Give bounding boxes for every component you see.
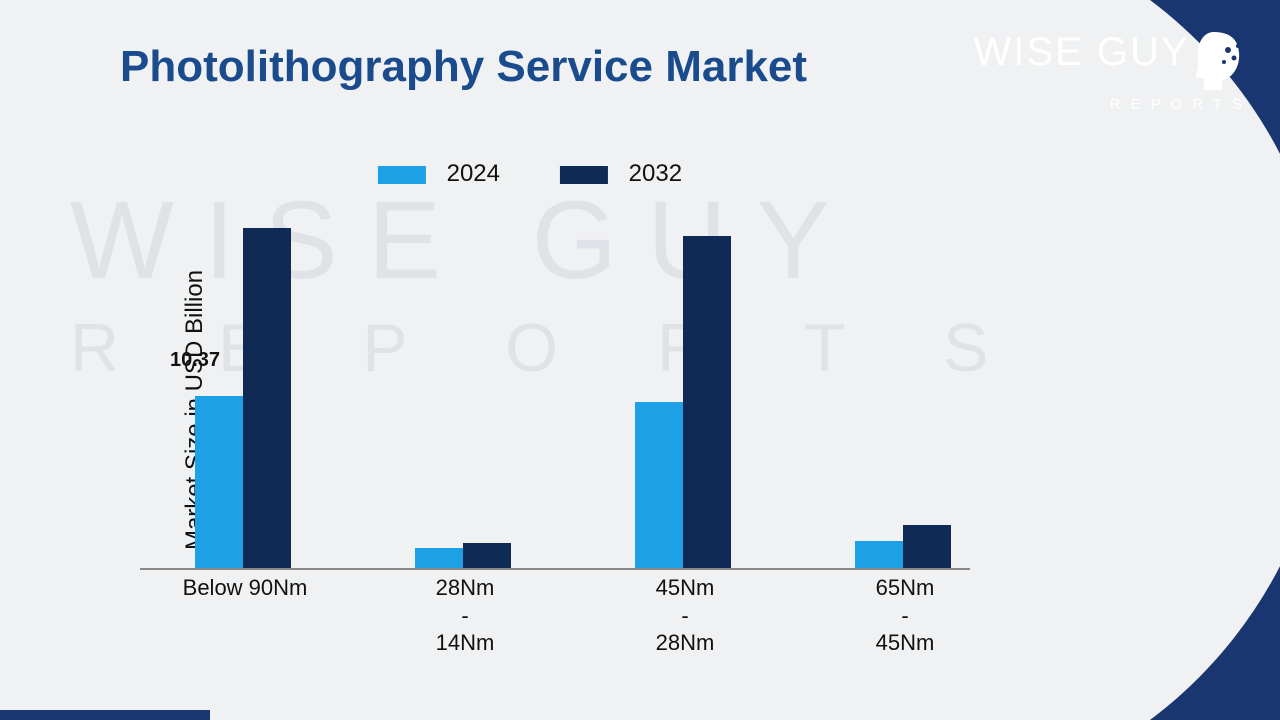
legend-swatch-icon <box>378 166 426 184</box>
category-label: 28Nm - 14Nm <box>385 568 545 657</box>
category-label: 65Nm - 45Nm <box>825 568 985 657</box>
legend: 2024 2032 <box>378 160 682 188</box>
brand-logo: WISE GUY REPORTS <box>974 28 1252 113</box>
plot-area: 10.37Below 90Nm 28Nm - 14Nm 45Nm - 28Nm 65N… <box>140 205 970 570</box>
bar-series-b <box>683 236 731 568</box>
category-label: Below 90Nm <box>165 568 325 602</box>
bar-group: 45Nm - 28Nm <box>620 205 750 568</box>
brand-head-icon <box>1194 28 1252 94</box>
bar-series-a <box>195 396 243 568</box>
bar-series-b <box>903 525 951 568</box>
bar-series-b <box>463 543 511 568</box>
legend-label: 2032 <box>629 160 682 187</box>
category-label: 45Nm - 28Nm <box>605 568 765 657</box>
legend-item: 2032 <box>560 160 682 188</box>
bar-value-label: 10.37 <box>170 349 220 372</box>
bar-series-a <box>855 541 903 568</box>
brand-line1: WISE GUY <box>974 30 1190 74</box>
brand-line2: REPORTS <box>974 96 1252 113</box>
legend-swatch-icon <box>560 166 608 184</box>
bar-group: 65Nm - 45Nm <box>840 205 970 568</box>
legend-item: 2024 <box>378 160 500 188</box>
legend-label: 2024 <box>447 160 500 187</box>
bar-group: 28Nm - 14Nm <box>400 205 530 568</box>
page-title: Photolithography Service Market <box>120 42 807 92</box>
bar-series-a <box>415 548 463 568</box>
bar-chart: Market Size in USD Billion 2024 2032 10.… <box>90 150 970 670</box>
bar-series-a <box>635 402 683 568</box>
footer-accent-bar <box>0 710 210 720</box>
bar-series-b <box>243 228 291 568</box>
bar-group: 10.37Below 90Nm <box>180 205 310 568</box>
